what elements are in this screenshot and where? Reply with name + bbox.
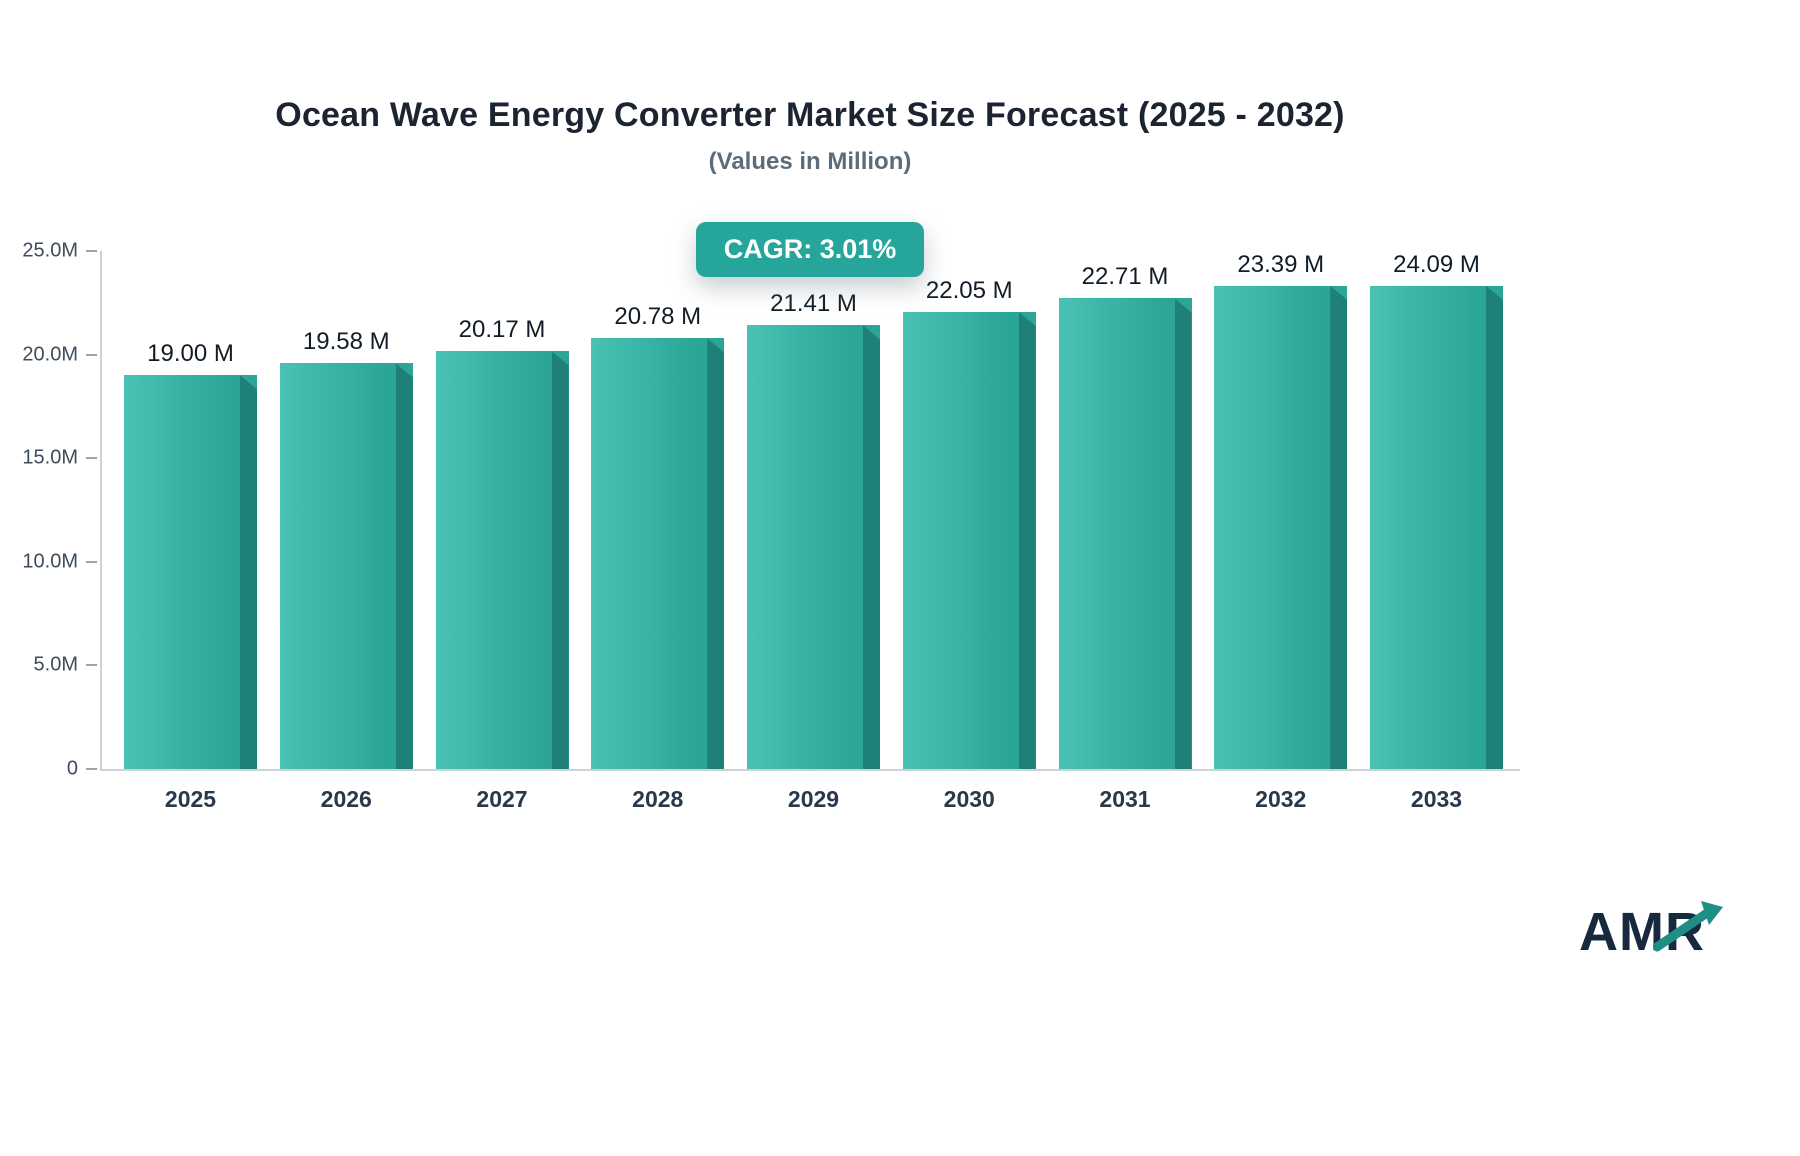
plot-area: 19.00 M 2025 19.58 M 2026 20.17 M 2027 20.78 M… — [22, 240, 1520, 812]
bar — [902, 312, 1036, 769]
cagr-badge-wrap: CAGR: 3.01% — [100, 222, 1520, 277]
bar-value-label: 21.41 M — [770, 290, 857, 318]
y-axis-tick-label: 0 — [66, 757, 78, 780]
bar-value-label: 19.00 M — [147, 340, 234, 368]
y-axis-tick-label: 15.0M — [22, 446, 78, 469]
bar — [1058, 298, 1192, 769]
bar-group: 24.09 M 2033 — [1370, 251, 1503, 812]
y-axis-tick-label: 10.0M — [22, 550, 78, 573]
bar-group: 20.78 M 2028 — [591, 251, 725, 812]
x-axis-label: 2028 — [632, 786, 684, 812]
bar-group: 22.05 M 2030 — [902, 251, 1036, 812]
x-axis-label: 2033 — [1410, 786, 1463, 812]
bar-value-label: 24.09 M — [1393, 251, 1480, 278]
bar-side-face — [551, 351, 569, 769]
chart-card: Ocean Wave Energy Converter Market Size … — [22, 0, 1520, 1156]
x-axis-label: 2030 — [943, 786, 995, 812]
bar-group: 20.17 M 2027 — [435, 251, 569, 812]
x-axis-label: 2026 — [320, 786, 372, 812]
y-axis-tick-label: 25.0M — [22, 239, 78, 262]
bar — [1214, 286, 1348, 769]
bar-group: 23.39 M 2032 — [1214, 251, 1348, 812]
chart-subtitle: (Values in Million) — [708, 148, 912, 175]
x-axis-label: 2029 — [787, 786, 840, 812]
bar-group: 19.00 M 2025 — [124, 251, 257, 812]
amr-logo: AMR — [1579, 901, 1723, 959]
cagr-badge: CAGR: 3.01% — [695, 222, 925, 277]
bar-side-face — [240, 375, 257, 769]
amr-logo-arrow-icon — [1653, 901, 1723, 952]
bar-group: 21.41 M 2029 — [747, 251, 880, 812]
bar — [1370, 286, 1503, 769]
y-axis-tick-mark — [86, 664, 97, 667]
bar-side-face — [1330, 286, 1348, 769]
bar-group: 19.58 M 2026 — [279, 251, 413, 812]
bar — [124, 375, 257, 769]
y-axis-tick-mark — [86, 250, 97, 252]
bar-value-label: 19.58 M — [302, 328, 390, 356]
bar-side-face — [1486, 286, 1503, 769]
bar — [435, 351, 569, 769]
bar-value-label: 20.17 M — [458, 316, 546, 344]
bar-value-label: 20.78 M — [614, 303, 702, 331]
bar-side-face — [1018, 312, 1036, 769]
y-axis-tick-mark — [86, 457, 97, 460]
bar — [591, 338, 725, 769]
bars-row: 19.00 M 2025 19.58 M 2026 20.17 M 2027 20.78 M… — [102, 251, 1520, 812]
x-axis-label: 2031 — [1099, 786, 1151, 812]
bar-value-label: 22.05 M — [925, 277, 1013, 305]
bar-side-face — [707, 338, 725, 769]
x-axis-label: 2025 — [164, 786, 217, 812]
bar — [279, 363, 413, 769]
y-axis-tick-mark — [86, 560, 97, 563]
x-axis-label: 2027 — [476, 786, 528, 812]
y-axis-tick-label: 5.0M — [33, 653, 78, 676]
bar-value-label: 23.39 M — [1237, 251, 1325, 278]
bar-side-face — [863, 325, 880, 769]
bar-group: 22.71 M 2031 — [1058, 251, 1192, 812]
page-title: Ocean Wave Energy Converter Market Size … — [275, 96, 1345, 134]
y-axis-tick-mark — [86, 768, 97, 770]
bar-value-label: 22.71 M — [1081, 263, 1169, 291]
bar-side-face — [395, 363, 413, 769]
bar — [747, 325, 880, 769]
y-axis-tick-mark — [86, 353, 97, 356]
y-axis-tick-label: 20.0M — [22, 343, 78, 366]
bar-side-face — [1174, 298, 1192, 769]
x-axis-label: 2032 — [1255, 786, 1307, 812]
